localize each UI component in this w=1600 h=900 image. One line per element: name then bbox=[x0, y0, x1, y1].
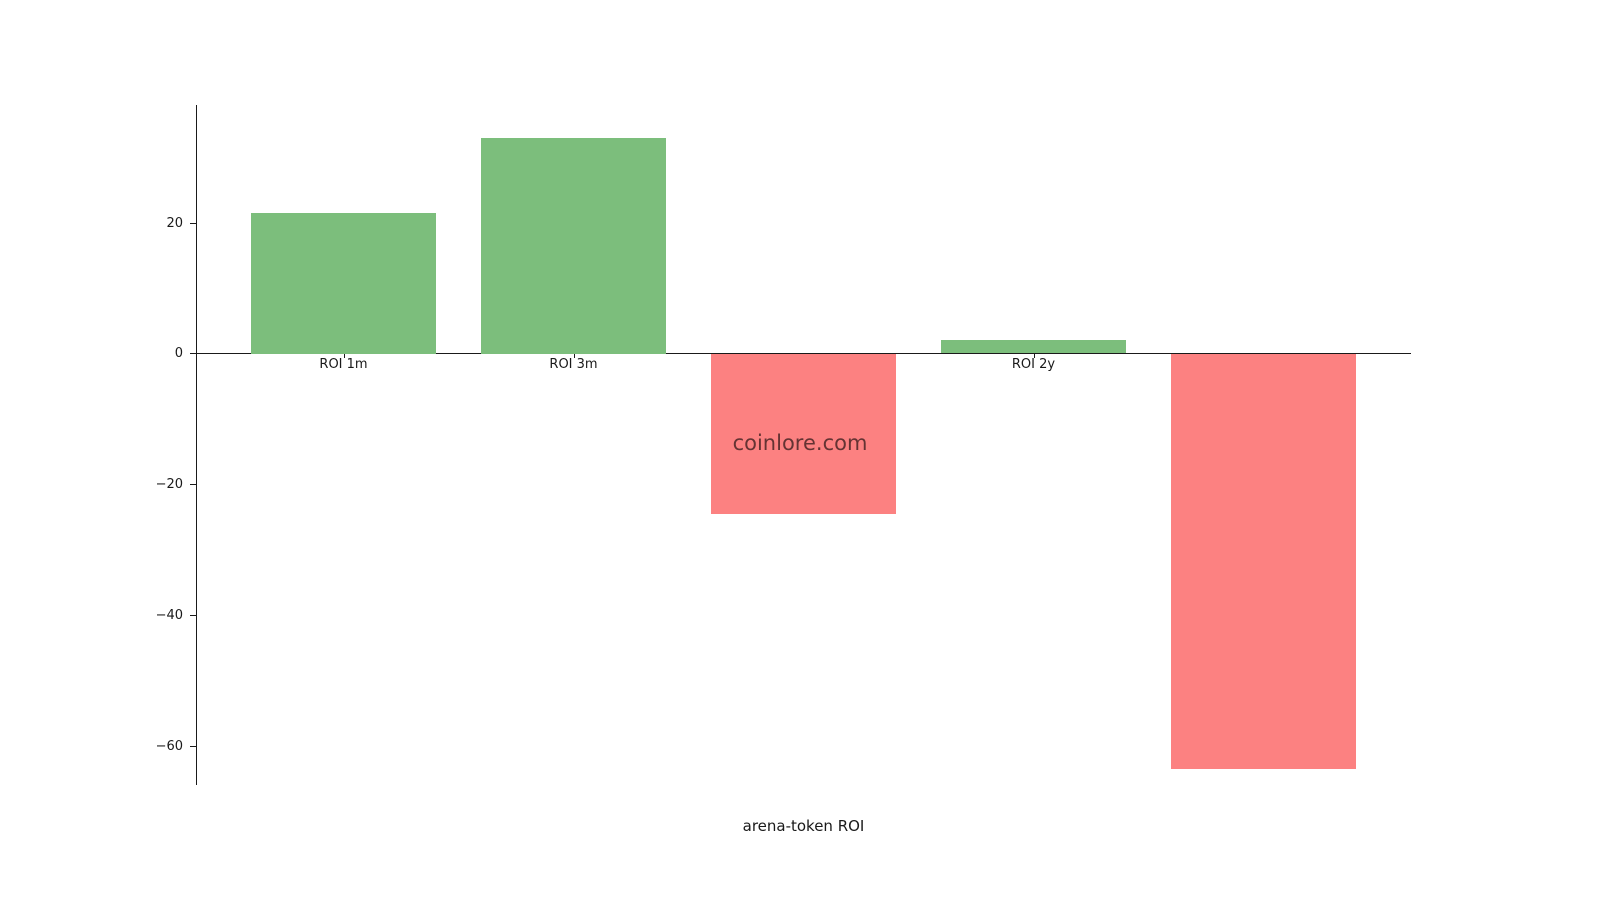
x-tick-label: ROI 2y bbox=[1011, 357, 1056, 372]
y-tick-label: −60 bbox=[155, 739, 183, 754]
x-tick-mark bbox=[343, 353, 345, 358]
y-tick-mark bbox=[190, 223, 196, 224]
chart-title: arena-token ROI bbox=[742, 817, 865, 835]
chart-bar bbox=[1171, 354, 1356, 769]
y-axis-spine bbox=[196, 105, 197, 785]
y-tick-mark bbox=[190, 746, 196, 747]
y-tick-label: 20 bbox=[166, 216, 183, 231]
y-tick-mark bbox=[190, 353, 196, 354]
chart-bar bbox=[251, 213, 436, 354]
chart-bar bbox=[481, 138, 666, 354]
x-tick-label: ROI 1m bbox=[319, 357, 368, 372]
y-tick-mark bbox=[190, 484, 196, 485]
y-tick-mark bbox=[190, 615, 196, 616]
y-tick-label: −40 bbox=[155, 608, 183, 623]
x-tick-label: ROI 3m bbox=[549, 357, 598, 372]
y-tick-label: −20 bbox=[155, 477, 183, 492]
chart-bar bbox=[941, 340, 1126, 353]
x-tick-mark bbox=[1033, 353, 1035, 358]
y-tick-label: 0 bbox=[174, 346, 183, 361]
x-tick-mark bbox=[573, 353, 575, 358]
watermark-text: coinlore.com bbox=[732, 431, 868, 455]
chart-bar bbox=[711, 354, 896, 514]
